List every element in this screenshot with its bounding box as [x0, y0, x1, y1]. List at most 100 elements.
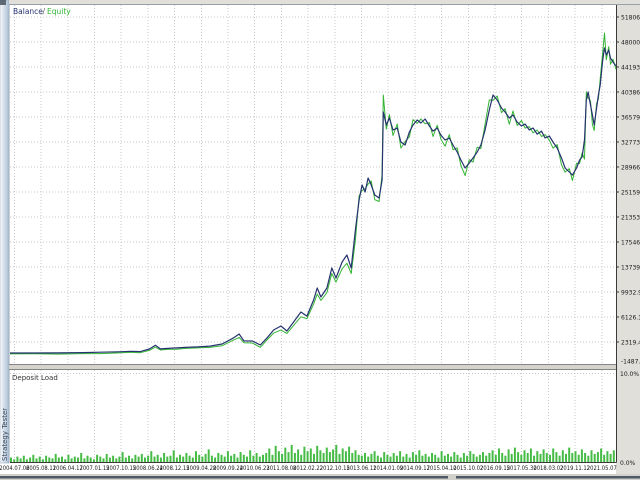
- x-axis-label: 2019.11.12: [560, 465, 590, 472]
- deposit-bar: [574, 451, 577, 462]
- deposit-bar: [246, 456, 248, 462]
- deposit-bar: [230, 455, 233, 462]
- deposit-bar: [348, 446, 351, 462]
- panel-corner-block: [0, 0, 6, 5]
- deposit-bar: [523, 450, 526, 462]
- deposit-min-label: 0.0%: [620, 460, 636, 467]
- y-axis-label: 17546: [621, 240, 640, 247]
- deposit-bar: [54, 453, 57, 462]
- x-axis-labels: 2004.07.062005.08.112006.04.172007.01.15…: [0, 465, 617, 472]
- deposit-bar: [281, 453, 284, 462]
- deposit-bar: [437, 457, 440, 462]
- deposit-bar: [48, 457, 51, 462]
- deposit-bar: [603, 454, 606, 462]
- deposit-bar: [332, 449, 335, 462]
- deposit-bar: [491, 450, 494, 462]
- deposit-bar: [561, 450, 564, 462]
- deposit-bar: [431, 453, 433, 462]
- deposit-bar: [134, 454, 137, 462]
- deposit-bar: [236, 457, 239, 462]
- x-axis-label: 2009.09.24: [213, 465, 243, 472]
- x-axis-label: 2015.04.10: [427, 465, 457, 472]
- deposit-bar: [35, 458, 38, 462]
- deposit-bar: [255, 453, 258, 462]
- deposit-bar: [297, 449, 300, 462]
- graph-splitter[interactable]: [9, 364, 616, 370]
- deposit-bar: [258, 456, 261, 462]
- deposit-bar: [344, 451, 347, 462]
- panel-edge-strip: [0, 0, 10, 464]
- deposit-bar: [201, 456, 204, 462]
- x-axis-label: 2004.07.06: [0, 465, 30, 472]
- x-axis-label: 2012.10.15: [320, 465, 350, 472]
- deposit-bar: [408, 457, 411, 462]
- deposit-bar: [357, 454, 360, 462]
- deposit-bar: [335, 444, 338, 462]
- y-axis-label: 21353: [621, 215, 640, 222]
- deposit-bar: [70, 458, 73, 462]
- deposit-bar: [380, 457, 382, 462]
- y-axis-label: 44193: [621, 65, 640, 72]
- deposit-bar: [389, 456, 392, 462]
- vertical-gridlines: [13, 5, 603, 462]
- deposit-bar: [38, 456, 41, 462]
- x-axis-label: 2017.05.30: [507, 465, 537, 472]
- deposit-bar: [427, 456, 430, 462]
- legend-equity-label: Equity: [47, 7, 71, 16]
- deposit-bar: [453, 452, 456, 462]
- deposit-bar: [204, 453, 207, 462]
- deposit-bar: [501, 453, 504, 462]
- y-axis-label: 9932.9: [621, 290, 640, 297]
- deposit-bar: [265, 453, 268, 462]
- deposit-bar: [64, 459, 67, 462]
- deposit-bar: [545, 453, 548, 462]
- deposit-bar: [529, 448, 532, 462]
- deposit-bar: [277, 451, 280, 462]
- deposit-bar: [128, 455, 130, 462]
- deposit-bar: [392, 453, 395, 462]
- deposit-bar: [131, 458, 134, 462]
- deposit-bar: [195, 451, 197, 462]
- deposit-bar: [262, 454, 264, 462]
- deposit-bar: [86, 455, 89, 462]
- deposit-bar: [13, 459, 16, 462]
- y-axis-label: 6126.1: [621, 315, 640, 322]
- deposit-bar: [360, 455, 363, 462]
- deposit-bar: [169, 455, 172, 462]
- deposit-bar: [402, 456, 405, 462]
- deposit-bar: [338, 453, 341, 462]
- deposit-bar: [83, 458, 86, 462]
- date-strip-background: [0, 463, 10, 474]
- deposit-bar: [198, 454, 201, 462]
- deposit-bar: [341, 448, 344, 462]
- deposit-bar: [434, 454, 437, 462]
- deposit-bar: [507, 449, 510, 462]
- deposit-bar: [182, 456, 185, 462]
- x-axis-label: 2008.06.24: [133, 465, 163, 472]
- deposit-bar: [252, 455, 255, 462]
- deposit-bar: [328, 452, 331, 462]
- deposit-bar: [322, 453, 325, 462]
- deposit-bar: [300, 454, 303, 462]
- deposit-bar: [115, 458, 118, 462]
- deposit-bar: [498, 448, 500, 462]
- deposit-bar: [549, 454, 551, 462]
- deposit-bar: [77, 457, 79, 462]
- deposit-bar: [284, 447, 287, 462]
- deposit-bar: [609, 453, 612, 462]
- deposit-bar: [45, 455, 48, 462]
- x-axis-label: 2011.08.08: [266, 465, 296, 472]
- deposit-bar: [166, 456, 169, 462]
- deposit-bar: [590, 450, 593, 462]
- deposit-bar: [568, 447, 571, 462]
- deposit-bar: [271, 454, 274, 462]
- deposit-bar: [580, 449, 583, 462]
- deposit-bar: [188, 455, 191, 462]
- x-axis-label: 2016.09.15: [480, 465, 510, 472]
- deposit-bar: [376, 455, 379, 462]
- x-axis-label: 2018.03.02: [533, 465, 563, 472]
- x-axis-label: 2021.05.07: [587, 465, 617, 472]
- deposit-bar: [399, 451, 402, 462]
- deposit-bar: [73, 456, 76, 462]
